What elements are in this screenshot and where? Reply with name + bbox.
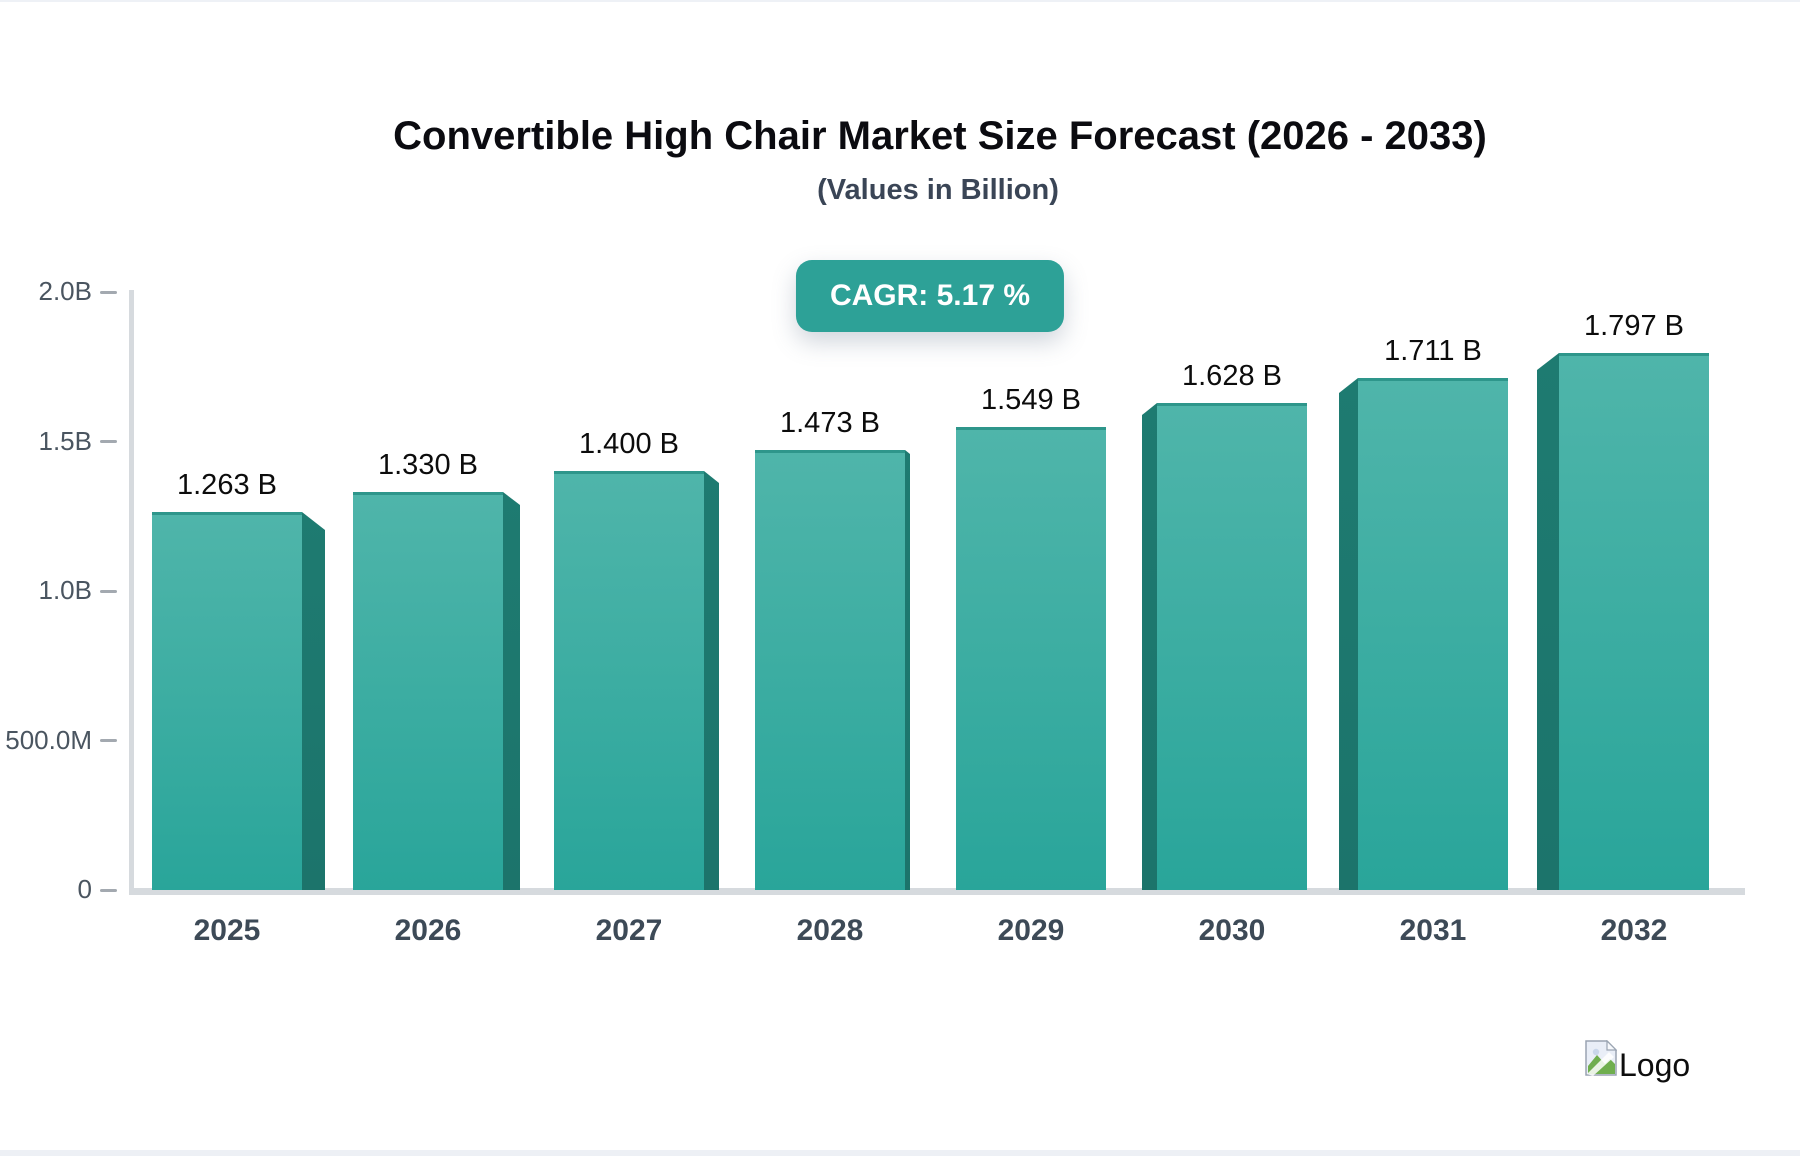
x-axis-label-2031: 2031: [1399, 914, 1467, 947]
x-axis-line: [129, 888, 1745, 895]
bar-2027: [554, 471, 704, 890]
y-tick-dash: [100, 440, 117, 443]
bar-2025: [152, 512, 302, 890]
bar-value-label: 1.330 B: [378, 449, 478, 481]
broken-image-icon: [1585, 1039, 1618, 1081]
y-axis-tick-label: 1.5B: [38, 425, 93, 456]
y-axis-tick-label: 2.0B: [38, 276, 93, 306]
bar-3d-side: [1142, 403, 1157, 890]
y-axis-tick-label: 0: [77, 874, 92, 904]
bar-3d-side: [905, 450, 910, 890]
x-axis-label-2030: 2030: [1198, 914, 1266, 947]
logo-alt-text: Logo: [1619, 1047, 1691, 1083]
bar-2029: [956, 427, 1106, 890]
y-axis-line: [129, 290, 134, 895]
bar-3d-side: [1537, 353, 1559, 890]
bar-2026: [353, 492, 503, 890]
x-axis-label-2025: 2025: [193, 914, 261, 947]
chart-title: Convertible High Chair Market Size Forec…: [393, 114, 1487, 158]
bar-value-label: 1.473 B: [780, 407, 880, 439]
x-axis-label-2029: 2029: [997, 914, 1065, 947]
cagr-badge: CAGR: 5.17 %: [795, 260, 1065, 332]
bar-3d-side: [1339, 378, 1358, 890]
x-axis-label-2027: 2027: [595, 914, 663, 947]
bar-2031: [1358, 378, 1508, 890]
bar-value-label: 1.628 B: [1182, 360, 1282, 392]
x-axis-label-2026: 2026: [394, 914, 462, 947]
bar-value-label: 1.549 B: [981, 384, 1081, 416]
y-tick-dash: [100, 888, 117, 892]
bar-value-label: 1.263 B: [177, 469, 277, 501]
y-tick-dash: [100, 739, 117, 742]
y-tick-dash: [100, 589, 117, 593]
bar-3d-side: [503, 492, 520, 890]
bar-3d-side: [704, 471, 719, 890]
bar-2028: [755, 450, 905, 890]
bar-value-label: 1.400 B: [579, 428, 679, 460]
logo: Logo: [1585, 1039, 1691, 1083]
bar-3d-side: [302, 512, 325, 890]
bar-2032: [1559, 353, 1709, 890]
y-axis-tick-label: 500.0M: [5, 724, 92, 755]
x-axis-label-2032: 2032: [1600, 914, 1668, 947]
bar-value-label: 1.797 B: [1584, 310, 1684, 342]
y-tick-dash: [100, 290, 117, 294]
x-axis-label-2028: 2028: [796, 914, 864, 947]
bar-2030: [1157, 403, 1307, 890]
y-axis-tick-label: 1.0B: [38, 575, 93, 605]
chart-subtitle: (Values in Billion): [817, 174, 1059, 206]
bar-value-label: 1.711 B: [1384, 335, 1482, 367]
